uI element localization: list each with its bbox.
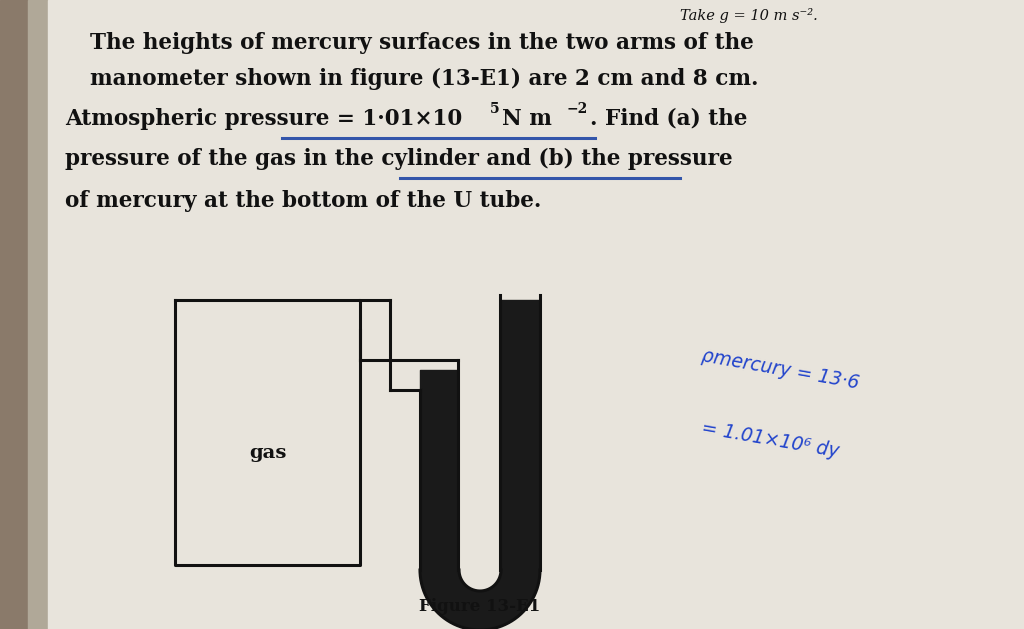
Text: −2: −2	[567, 102, 588, 116]
Text: The heights of mercury surfaces in the two arms of the: The heights of mercury surfaces in the t…	[90, 32, 754, 54]
Text: = 1.01×10⁶ dy: = 1.01×10⁶ dy	[700, 418, 841, 462]
Text: of mercury at the bottom of the U tube.: of mercury at the bottom of the U tube.	[65, 190, 542, 212]
Text: pressure of the gas in the cylinder and (b) the pressure: pressure of the gas in the cylinder and …	[65, 148, 732, 170]
Text: gas: gas	[249, 443, 286, 462]
Text: Atmospheric pressure = 1·01×10: Atmospheric pressure = 1·01×10	[65, 108, 462, 130]
Text: Figure 13-E1: Figure 13-E1	[420, 598, 541, 615]
Text: ρmercury = 13·6: ρmercury = 13·6	[700, 347, 860, 393]
Text: N m: N m	[502, 108, 552, 130]
Text: manometer shown in figure (13-E1) are 2 cm and 8 cm.: manometer shown in figure (13-E1) are 2 …	[90, 68, 759, 90]
Bar	[0, 0, 28, 629]
Bar	[28, 0, 48, 629]
Polygon shape	[420, 570, 540, 629]
Text: . Find (a) the: . Find (a) the	[590, 108, 748, 130]
Text: 5: 5	[490, 102, 500, 116]
Text: Take g = 10 m s⁻².: Take g = 10 m s⁻².	[680, 8, 818, 23]
